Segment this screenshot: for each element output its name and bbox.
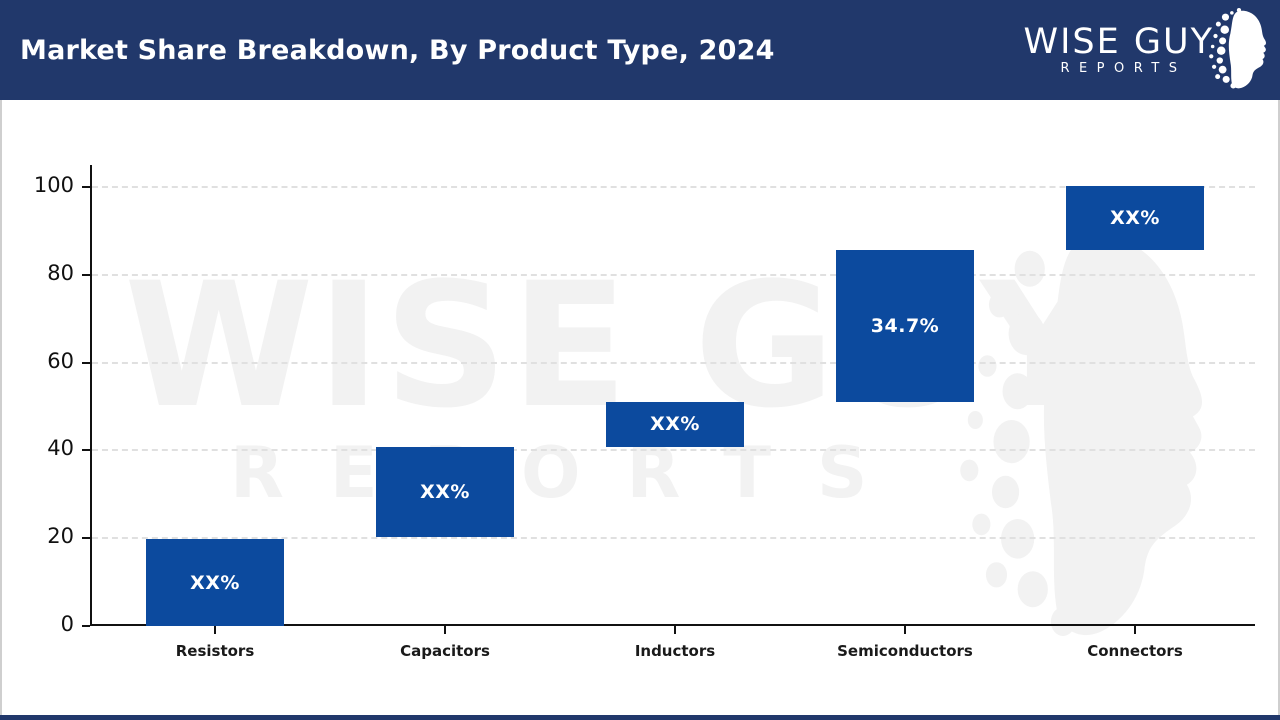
x-tick-mark [444, 626, 446, 634]
gridline-60 [92, 361, 1255, 364]
y-tick-label: 80 [47, 260, 74, 285]
bar-semiconductors: 34.7% [836, 249, 974, 403]
gridline-40 [92, 449, 1255, 452]
gridline-20 [92, 537, 1255, 540]
bar-resistors: XX% [146, 539, 284, 626]
x-category-label-resistors: Resistors [175, 642, 255, 660]
bar-inductors: XX% [606, 402, 744, 447]
gridline-80 [92, 273, 1255, 276]
y-tick-label: 60 [47, 348, 74, 373]
y-tick-label: 0 [60, 612, 74, 636]
gridline-100 [92, 185, 1255, 188]
x-category-label-semiconductors: Semiconductors [837, 642, 973, 660]
y-tick-mark [82, 537, 90, 540]
bar-connectors: XX% [1066, 185, 1204, 250]
y-tick-label: 100 [33, 172, 74, 197]
x-tick-mark [214, 626, 216, 634]
x-tick-mark [904, 626, 906, 634]
bar-value-label: 34.7% [870, 314, 940, 337]
y-tick-mark [82, 273, 90, 276]
x-tick-mark [674, 626, 676, 634]
watermark-head-icon [960, 236, 1202, 636]
footer-bar [0, 715, 1280, 720]
bar-value-label: XX% [420, 481, 470, 504]
y-tick-mark [82, 361, 90, 364]
header-bar: Market Share Breakdown, By Product Type,… [0, 0, 1280, 100]
wise-guy-logo: WISE GUY REPORTS [1023, 8, 1266, 92]
y-tick-mark [82, 625, 90, 627]
x-tick-mark [1134, 626, 1136, 634]
y-tick-label: 40 [47, 436, 74, 461]
x-category-label-capacitors: Capacitors [400, 642, 490, 660]
y-tick-mark [82, 185, 90, 188]
page-title: Market Share Breakdown, By Product Type,… [20, 34, 775, 66]
bar-value-label: XX% [190, 571, 240, 594]
logo-subtext: REPORTS [1060, 61, 1187, 77]
dotted-head-profile-icon [1209, 8, 1266, 89]
bar-value-label: XX% [650, 413, 700, 436]
logo-text: WISE GUY REPORTS [1023, 21, 1214, 77]
plot-area: 0 20 40 60 80 100 XX% Resistors XX% Capacitors XX%… [34, 165, 1255, 660]
x-category-label-connectors: Connectors [1087, 642, 1183, 660]
bar-value-label: XX% [1110, 206, 1160, 229]
y-tick-mark [82, 449, 90, 452]
bar-capacitors: XX% [376, 446, 514, 538]
chart-sheet: WISE GUY REPORTS 0 20 40 60 80 100 XX% Resistor… [0, 100, 1280, 715]
y-tick-label: 20 [47, 524, 74, 549]
logo-wordmark: WISE GUY [1023, 21, 1214, 62]
x-category-label-inductors: Inductors [634, 642, 716, 660]
